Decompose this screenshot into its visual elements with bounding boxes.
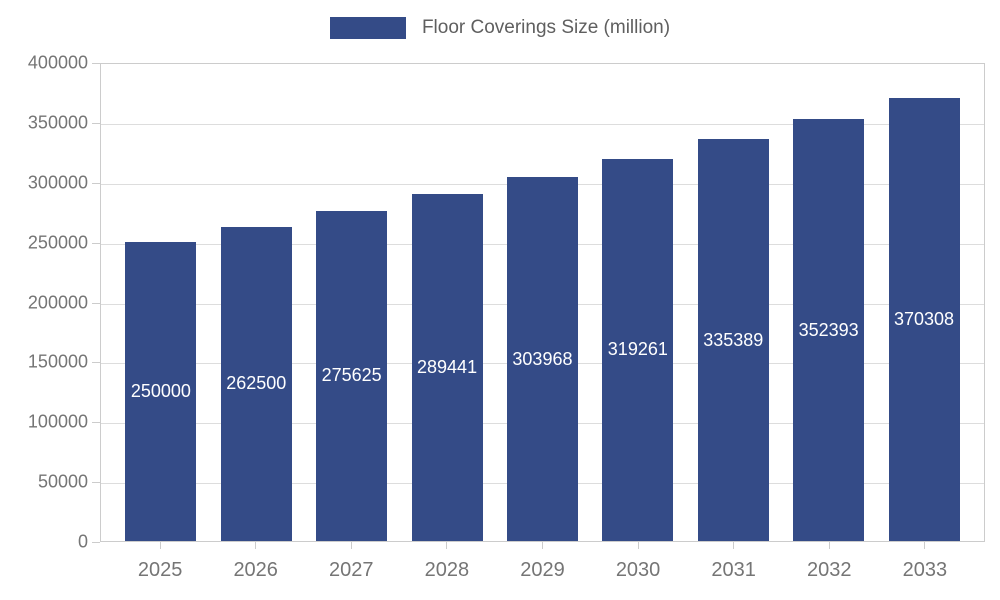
y-tick-label: 50000 xyxy=(37,471,88,492)
x-tick-mark xyxy=(637,542,639,549)
x-tick: 2032 xyxy=(794,542,865,582)
x-tick-mark xyxy=(159,542,161,549)
legend-swatch xyxy=(329,17,406,39)
x-tick-label: 2026 xyxy=(233,559,278,581)
bar-value-label: 250000 xyxy=(130,380,191,401)
x-tick-label: 2028 xyxy=(424,559,470,581)
bar-2030: 319261 xyxy=(602,158,674,541)
x-tick-mark xyxy=(733,542,735,549)
bar-value-label: 303968 xyxy=(512,348,573,369)
x-tick-mark xyxy=(924,542,926,549)
x-axis: 2025 2026 2027 2028 2029 2030 2031 2032 2033 xyxy=(100,542,985,582)
plot-area: 250000 262500 275625 289441 303968 319261 3353… xyxy=(100,63,985,542)
x-tick-mark xyxy=(350,542,352,549)
x-tick-mark xyxy=(446,542,448,549)
y-tick-mark xyxy=(92,542,100,543)
y-tick-mark xyxy=(92,122,100,124)
x-tick-mark xyxy=(255,542,257,549)
bar-value-label: 289441 xyxy=(417,357,478,378)
bar-value-label: 335389 xyxy=(703,329,764,350)
x-tick-label: 2027 xyxy=(329,559,374,581)
gridline xyxy=(101,123,984,125)
y-tick-label: 100000 xyxy=(27,411,88,432)
y-tick-label: 350000 xyxy=(27,112,88,133)
y-tick-label: 250000 xyxy=(27,232,88,253)
x-tick: 2029 xyxy=(507,542,578,582)
x-tick-mark xyxy=(828,542,830,549)
x-tick-label: 2025 xyxy=(137,559,183,581)
y-tick-label: 400000 xyxy=(27,52,88,73)
x-tick-mark xyxy=(541,542,543,549)
y-tick-label: 200000 xyxy=(27,292,88,312)
bar-value-label: 319261 xyxy=(607,339,668,360)
y-tick-mark xyxy=(92,362,100,364)
bar-value-label: 275625 xyxy=(321,365,382,386)
y-tick-label: 150000 xyxy=(27,351,88,372)
bar-2032: 352393 xyxy=(793,119,865,541)
x-tick: 2027 xyxy=(316,542,387,582)
bar-value-label: 352393 xyxy=(798,319,859,340)
x-tick-label: 2031 xyxy=(711,559,756,581)
bar-2031: 335389 xyxy=(697,139,769,541)
x-tick-label: 2030 xyxy=(615,559,661,581)
y-tick-mark xyxy=(92,422,100,424)
bar-2025: 250000 xyxy=(125,241,197,541)
bar-value-label: 262500 xyxy=(226,373,287,394)
y-tick-mark xyxy=(92,302,100,304)
bar-2033: 370308 xyxy=(888,97,960,541)
y-tick-mark xyxy=(92,242,100,244)
bar-series: 250000 262500 275625 289441 303968 319261 3353… xyxy=(101,64,984,541)
x-tick-label: 2029 xyxy=(520,559,565,581)
bar-2026: 262500 xyxy=(220,226,292,541)
x-tick: 2031 xyxy=(698,542,769,582)
chart-legend: Floor Coverings Size (million) xyxy=(0,17,1000,39)
legend-label: Floor Coverings Size (million) xyxy=(421,17,671,38)
y-tick-mark xyxy=(92,182,100,184)
y-tick-label: 300000 xyxy=(27,172,88,193)
bar-2027: 275625 xyxy=(316,210,388,541)
y-tick-mark xyxy=(92,63,100,64)
x-tick: 2028 xyxy=(411,542,482,582)
x-tick: 2025 xyxy=(125,542,196,582)
x-tick-label: 2032 xyxy=(807,559,852,581)
bar-value-label: 370308 xyxy=(893,308,955,329)
y-tick-label: 0 xyxy=(77,531,88,552)
bar-2029: 303968 xyxy=(506,177,578,541)
x-tick: 2030 xyxy=(603,542,674,582)
x-tick: 2026 xyxy=(220,542,291,582)
y-tick-mark xyxy=(92,482,100,484)
x-tick: 2033 xyxy=(889,542,960,582)
bar-2028: 289441 xyxy=(411,194,483,541)
x-tick-label: 2033 xyxy=(902,559,948,581)
